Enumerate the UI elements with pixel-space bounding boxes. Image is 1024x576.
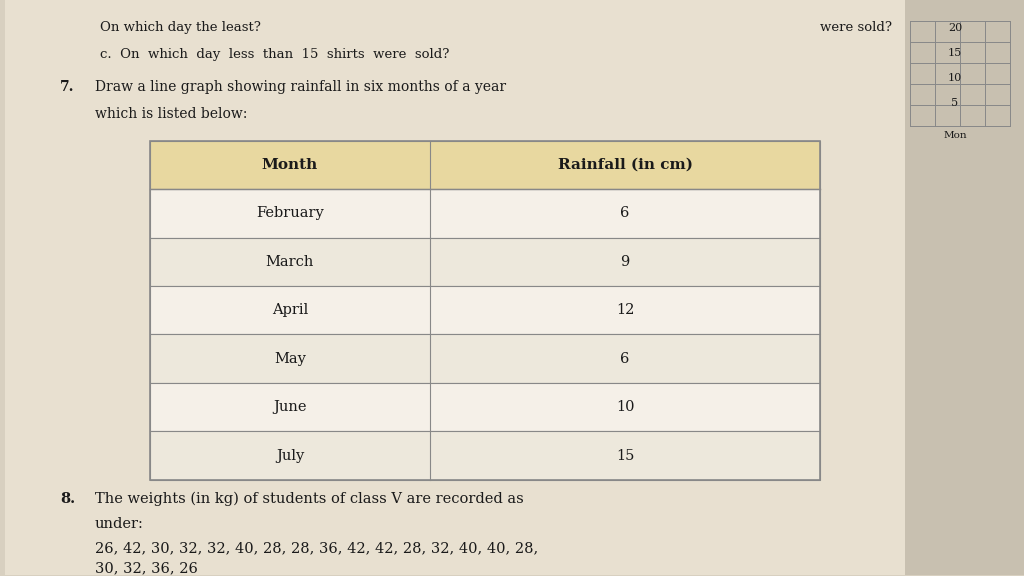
Text: 26, 42, 30, 32, 32, 40, 28, 28, 36, 42, 42, 28, 32, 40, 40, 28,: 26, 42, 30, 32, 32, 40, 28, 28, 36, 42, … [95, 541, 539, 556]
Text: April: April [272, 303, 308, 317]
Text: 15: 15 [948, 48, 963, 58]
Text: Month: Month [262, 158, 318, 172]
Text: 7.: 7. [60, 79, 75, 94]
Text: February: February [256, 206, 324, 220]
Text: 8.: 8. [60, 492, 75, 506]
Text: Rainfall (in cm): Rainfall (in cm) [557, 158, 692, 172]
Text: c.  On  which  day  less  than  15  shirts  were  sold?: c. On which day less than 15 shirts were… [100, 48, 450, 61]
Text: Draw a line graph showing rainfall in six months of a year: Draw a line graph showing rainfall in si… [95, 79, 506, 94]
Text: March: March [266, 255, 314, 269]
Text: 6: 6 [621, 352, 630, 366]
Text: May: May [274, 352, 306, 366]
Text: 5: 5 [951, 98, 958, 108]
Text: 10: 10 [948, 73, 963, 83]
Bar [150, 383, 820, 431]
Text: 12: 12 [615, 303, 634, 317]
Text: Mon: Mon [943, 131, 967, 139]
Bar [150, 431, 820, 480]
Bar [150, 141, 820, 189]
Text: which is listed below:: which is listed below: [95, 107, 248, 121]
Text: The weights (in kg) of students of class V are recorded as: The weights (in kg) of students of class… [95, 491, 523, 506]
Text: 15: 15 [615, 449, 634, 463]
Bar [5, 0, 905, 574]
Bar [150, 237, 820, 286]
Text: 10: 10 [615, 400, 634, 414]
Bar [150, 335, 820, 383]
Text: June: June [273, 400, 307, 414]
Bar [905, 0, 1024, 574]
Text: 20: 20 [948, 23, 963, 33]
Bar [150, 141, 820, 480]
Text: 6: 6 [621, 206, 630, 220]
Bar [150, 286, 820, 335]
Text: under:: under: [95, 517, 144, 530]
Text: On which day the least?: On which day the least? [100, 21, 261, 34]
Text: 9: 9 [621, 255, 630, 269]
Text: July: July [275, 449, 304, 463]
Text: 30, 32, 36, 26: 30, 32, 36, 26 [95, 562, 198, 575]
Bar [150, 189, 820, 237]
Text: were sold?: were sold? [820, 21, 892, 34]
